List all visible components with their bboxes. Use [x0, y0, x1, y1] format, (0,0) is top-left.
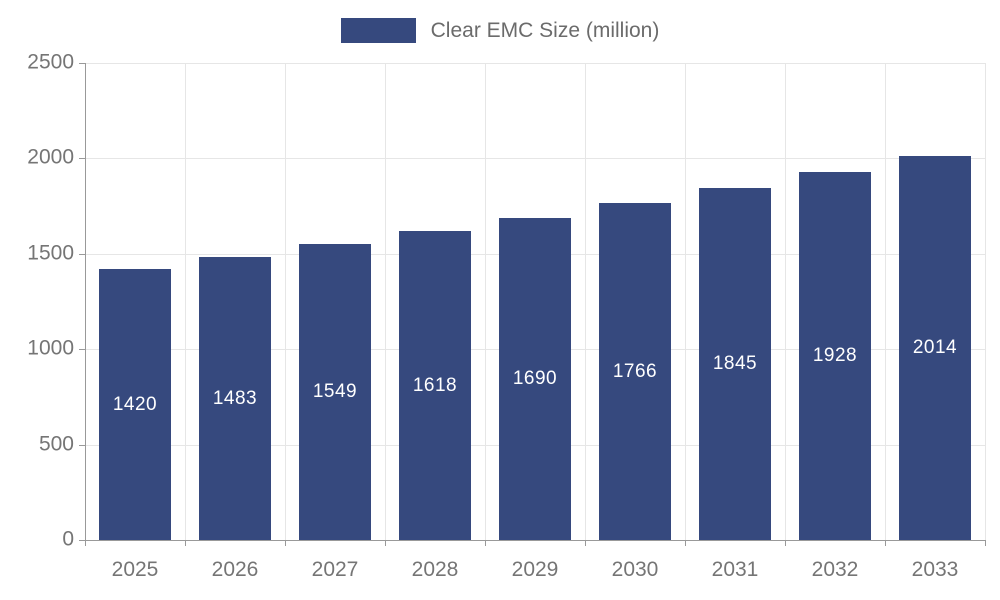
x-axis-tick — [985, 540, 986, 546]
x-axis-label: 2026 — [211, 558, 259, 581]
bar-value-label: 2014 — [912, 336, 958, 358]
x-axis-tick — [185, 540, 186, 546]
h-gridline — [85, 158, 985, 160]
bar[interactable]: 1766 — [599, 203, 671, 540]
v-gridline — [785, 63, 786, 540]
v-gridline — [985, 63, 986, 540]
bar[interactable]: 1928 — [799, 172, 871, 540]
bar[interactable]: 1845 — [699, 187, 771, 540]
legend[interactable]: Clear EMC Size (million) — [0, 18, 1000, 43]
y-axis-tick — [79, 540, 85, 541]
bar[interactable]: 2014 — [899, 155, 971, 540]
bar-value-label: 1618 — [412, 374, 458, 396]
v-gridline — [385, 63, 386, 540]
x-axis-label: 2028 — [411, 558, 459, 581]
v-gridline — [685, 63, 686, 540]
bar-value-label: 1549 — [312, 381, 358, 403]
bar[interactable]: 1420 — [99, 269, 171, 540]
v-gridline — [885, 63, 886, 540]
x-axis-label: 2033 — [911, 558, 959, 581]
v-gridline — [185, 63, 186, 540]
x-axis-label: 2031 — [711, 558, 759, 581]
y-axis-label: 2500 — [27, 50, 74, 74]
x-axis-tick — [785, 540, 786, 546]
legend-label: Clear EMC Size (million) — [430, 18, 660, 42]
y-axis-tick — [79, 253, 85, 255]
v-gridline — [485, 63, 486, 540]
x-axis-label: 2025 — [111, 558, 159, 581]
x-axis-line — [85, 540, 985, 541]
bar-value-label: 1766 — [612, 360, 658, 382]
v-gridline — [285, 63, 286, 540]
bar-value-label: 1420 — [112, 393, 158, 415]
bar-value-label: 1690 — [512, 367, 558, 389]
y-axis-label: 0 — [62, 527, 74, 551]
y-axis-label: 500 — [38, 432, 74, 456]
x-axis-tick — [685, 540, 686, 546]
y-axis-tick — [79, 158, 85, 160]
bar[interactable]: 1690 — [499, 217, 571, 540]
x-axis-label: 2027 — [311, 558, 359, 581]
legend-swatch — [340, 18, 416, 43]
x-axis-tick — [285, 540, 286, 546]
bar[interactable]: 1549 — [299, 244, 371, 540]
h-gridline — [85, 63, 985, 64]
x-axis-tick — [885, 540, 886, 546]
y-axis-label: 2000 — [27, 145, 74, 169]
y-axis-label: 1000 — [27, 336, 74, 360]
x-axis-tick — [585, 540, 586, 546]
v-gridline — [585, 63, 586, 540]
x-axis-label: 2030 — [611, 558, 659, 581]
bar-value-label: 1483 — [212, 387, 258, 409]
y-axis-line — [85, 63, 86, 540]
bar[interactable]: 1483 — [199, 257, 271, 540]
y-axis-tick — [79, 444, 85, 446]
y-axis-tick — [79, 63, 85, 64]
x-axis-tick — [485, 540, 486, 546]
y-axis-tick — [79, 349, 85, 351]
x-axis-label: 2029 — [511, 558, 559, 581]
bar-value-label: 1928 — [812, 345, 858, 367]
x-axis-tick — [85, 540, 86, 546]
bar-value-label: 1845 — [712, 352, 758, 374]
y-axis-label: 1500 — [27, 241, 74, 265]
x-axis-label: 2032 — [811, 558, 859, 581]
x-axis-tick — [385, 540, 386, 546]
bar[interactable]: 1618 — [399, 231, 471, 540]
